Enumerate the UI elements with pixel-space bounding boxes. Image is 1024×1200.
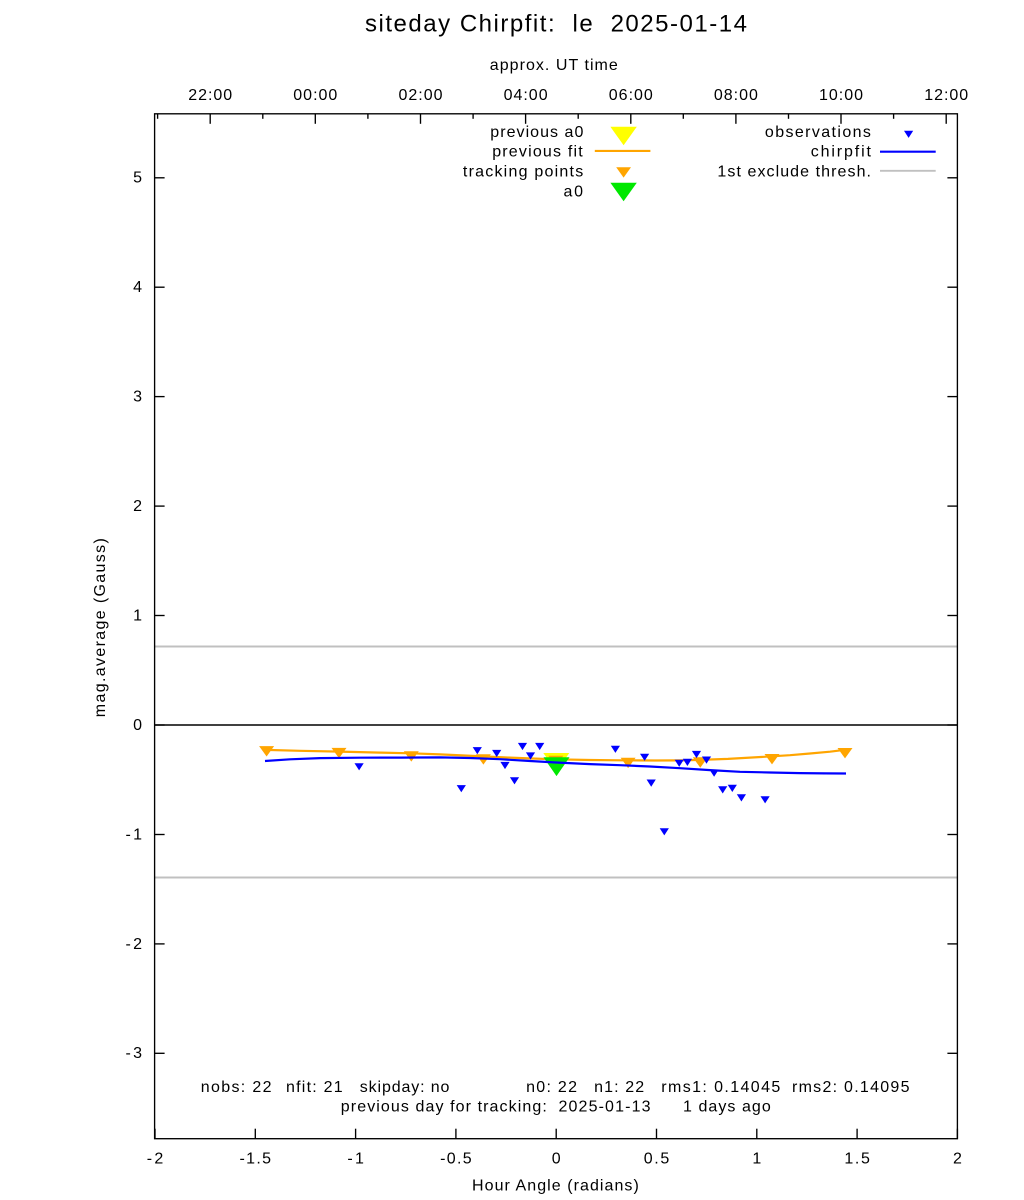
- svg-text:2: 2: [953, 1151, 962, 1168]
- svg-text:nobs: 22: nobs: 22: [201, 1079, 272, 1096]
- svg-text:approx. UT time: approx. UT time: [490, 57, 618, 74]
- svg-text:5: 5: [133, 170, 142, 187]
- svg-text:2: 2: [133, 498, 142, 515]
- svg-text:n1: 22: n1: 22: [594, 1079, 644, 1096]
- svg-text:22:00: 22:00: [188, 87, 232, 104]
- svg-text:08:00: 08:00: [714, 87, 758, 104]
- svg-text:04:00: 04:00: [504, 87, 548, 104]
- svg-text:3: 3: [133, 389, 142, 406]
- svg-text:1: 1: [133, 607, 142, 624]
- svg-text:1: 1: [752, 1151, 761, 1168]
- svg-text:2025-01-13: 2025-01-13: [559, 1099, 651, 1116]
- svg-text:Hour Angle (radians): Hour Angle (radians): [472, 1178, 639, 1195]
- svg-text:observations: observations: [765, 124, 871, 141]
- svg-text:4: 4: [133, 279, 142, 296]
- svg-text:0.5: 0.5: [644, 1151, 670, 1168]
- svg-text:-1: -1: [126, 826, 143, 843]
- svg-text:chirpfit: chirpfit: [811, 144, 872, 161]
- svg-text:02:00: 02:00: [399, 87, 443, 104]
- svg-text:tracking points: tracking points: [463, 164, 583, 181]
- svg-text:siteday Chirpfit: le 2025-01: siteday Chirpfit: le 2025-01-14: [365, 11, 747, 38]
- svg-text:-2: -2: [126, 936, 143, 953]
- svg-text:previous fit: previous fit: [492, 144, 583, 161]
- svg-text:0: 0: [133, 717, 142, 734]
- svg-text:mag.average (Gauss): mag.average (Gauss): [92, 538, 109, 717]
- svg-text:1 days ago: 1 days ago: [683, 1099, 771, 1116]
- svg-text:rms2: 0.14095: rms2: 0.14095: [792, 1079, 910, 1096]
- svg-text:a0: a0: [564, 184, 584, 201]
- svg-text:0: 0: [552, 1151, 561, 1168]
- svg-text:06:00: 06:00: [609, 87, 653, 104]
- svg-text:-2: -2: [147, 1151, 164, 1168]
- svg-text:-1: -1: [347, 1151, 364, 1168]
- svg-text:-3: -3: [126, 1045, 143, 1062]
- svg-text:12:00: 12:00: [924, 87, 968, 104]
- svg-text:skipday: no: skipday: no: [360, 1079, 450, 1096]
- svg-text:10:00: 10:00: [819, 87, 863, 104]
- svg-text:00:00: 00:00: [293, 87, 337, 104]
- svg-text:previous day for tracking:: previous day for tracking:: [341, 1099, 547, 1116]
- svg-text:rms1: 0.14045: rms1: 0.14045: [661, 1079, 780, 1096]
- svg-text:1.5: 1.5: [844, 1151, 870, 1168]
- svg-text:1st exclude thresh.: 1st exclude thresh.: [717, 164, 871, 181]
- svg-text:previous a0: previous a0: [490, 124, 583, 141]
- svg-text:nfit: 21: nfit: 21: [286, 1079, 343, 1096]
- svg-text:n0: 22: n0: 22: [526, 1079, 577, 1096]
